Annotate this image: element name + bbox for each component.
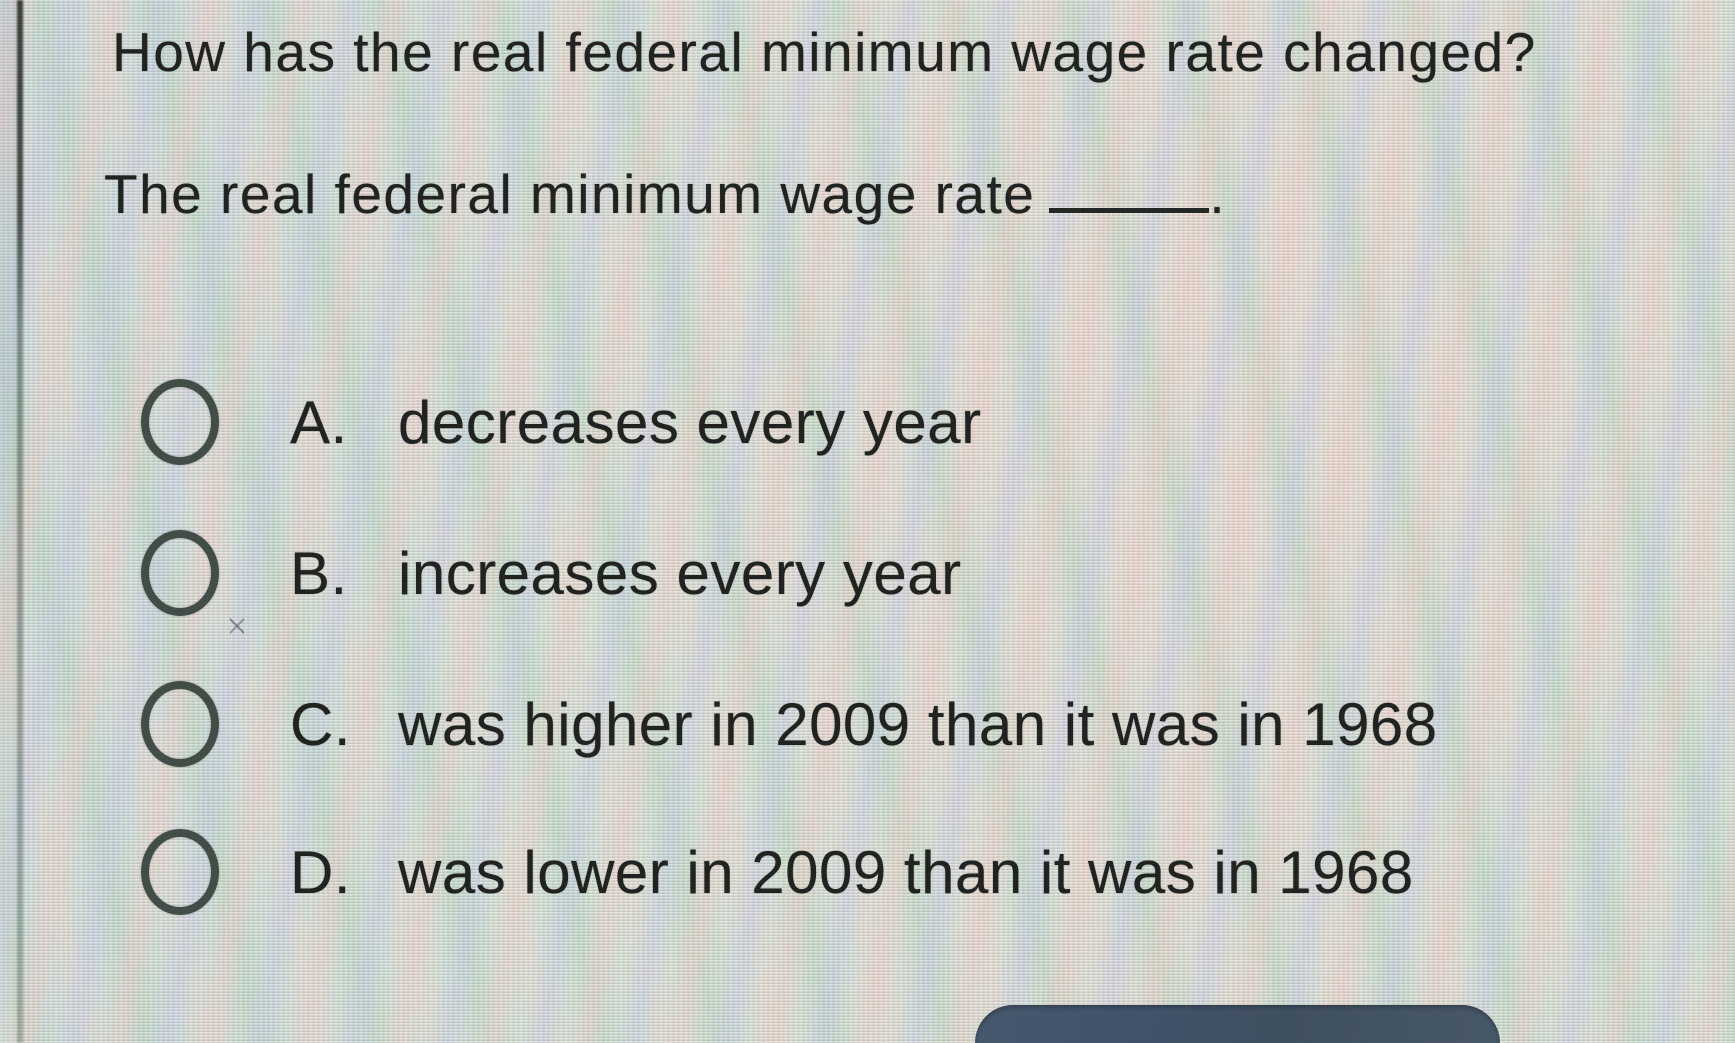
option-a-radio-icon[interactable] bbox=[141, 379, 219, 465]
screen-left-edge-band bbox=[0, 0, 17, 1043]
dust-speck-artifact bbox=[230, 618, 244, 634]
option-a-letter: A. bbox=[290, 388, 348, 456]
option-c-letter: C. bbox=[290, 690, 351, 758]
option-d-label: was lower in 2009 than it was in 1968 bbox=[398, 838, 1414, 906]
answer-blank bbox=[1049, 158, 1210, 213]
option-a-row[interactable]: A. decreases every year bbox=[141, 376, 982, 468]
option-d-letter: D. bbox=[290, 838, 351, 906]
question-stem-period: . bbox=[1209, 163, 1227, 225]
option-b-label: increases every year bbox=[398, 539, 962, 607]
option-b-row[interactable]: B. increases every year bbox=[141, 527, 962, 619]
question-stem-text: The real federal minimum wage rate bbox=[104, 163, 1036, 225]
option-c-label: was higher in 2009 than it was in 1968 bbox=[398, 690, 1438, 758]
screen-left-edge-shadow bbox=[17, 0, 23, 1043]
option-b-radio-icon[interactable] bbox=[141, 530, 219, 616]
option-c-radio-icon[interactable] bbox=[141, 681, 219, 767]
option-d-radio-icon[interactable] bbox=[141, 829, 219, 915]
question-title: How has the real federal minimum wage ra… bbox=[112, 21, 1537, 83]
option-c-row[interactable]: C. was higher in 2009 than it was in 196… bbox=[141, 678, 1438, 770]
option-d-row[interactable]: D. was lower in 2009 than it was in 1968 bbox=[141, 826, 1414, 918]
option-a-label: decreases every year bbox=[398, 388, 982, 456]
question-stem: The real federal minimum wage rate. bbox=[104, 156, 1664, 232]
bottom-partial-button[interactable] bbox=[975, 1005, 1500, 1043]
option-b-letter: B. bbox=[290, 539, 348, 607]
